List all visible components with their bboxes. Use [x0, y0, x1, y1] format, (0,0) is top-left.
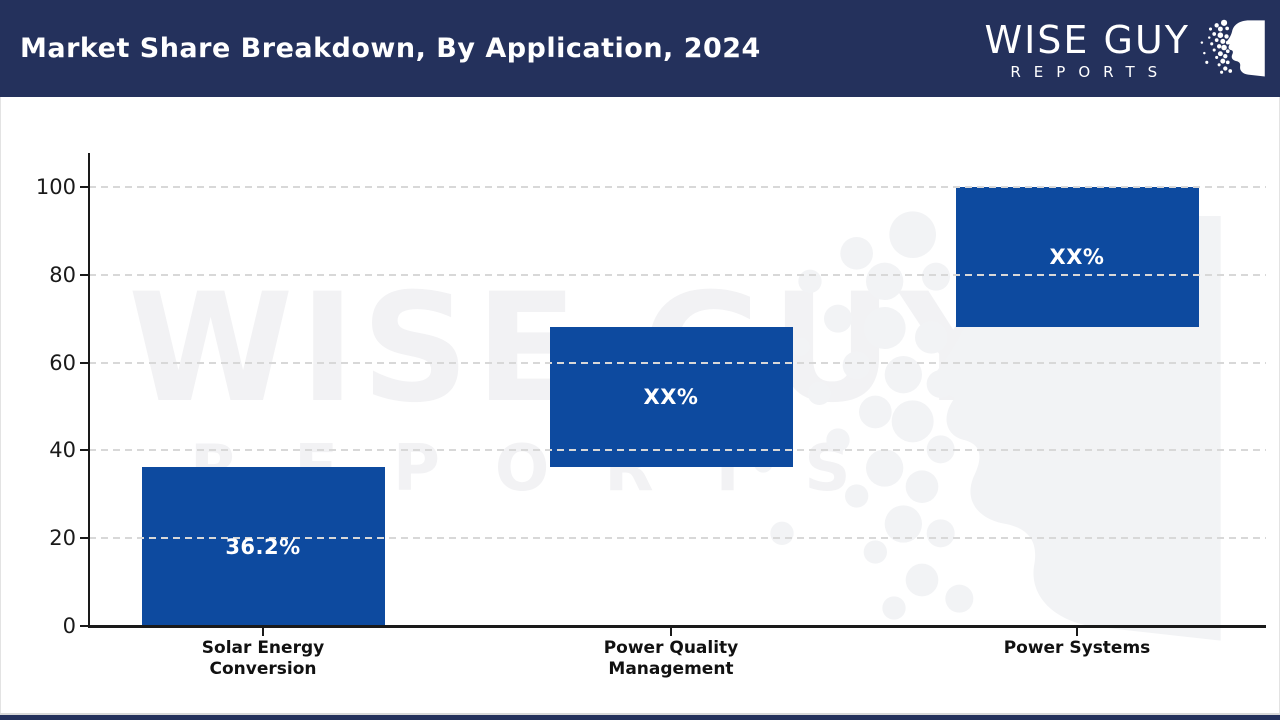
category-label-line: Management — [608, 659, 734, 679]
header-bar: Market Share Breakdown, By Application, … — [0, 0, 1280, 97]
gridline-20 — [89, 537, 1266, 540]
footer-bar — [0, 715, 1280, 720]
logo-text: WISE GUY REPORTS — [985, 20, 1190, 81]
category-label-line: Conversion — [209, 659, 317, 679]
bar-value-label-2: XX% — [643, 384, 699, 409]
y-axis-line — [88, 153, 90, 627]
chart-title: Market Share Breakdown, By Application, … — [20, 33, 761, 64]
category-label-2: Power Quality Management — [511, 638, 831, 680]
y-tick-mark-40 — [80, 449, 89, 452]
category-label-line: Power Quality — [603, 638, 739, 658]
logo-face-icon — [1200, 19, 1265, 77]
y-tick-mark-80 — [80, 273, 89, 276]
category-label-line: Power Systems — [1003, 638, 1151, 658]
bar-value-label-3: XX% — [1049, 244, 1105, 269]
x-tick-mark-3 — [1076, 628, 1078, 636]
y-tick-label-80: 80 — [49, 262, 76, 287]
y-tick-label-20: 20 — [49, 526, 76, 551]
category-label-1: Solar Energy Conversion — [103, 638, 423, 680]
gridline-60 — [89, 361, 1266, 364]
category-label-line: Solar Energy — [201, 638, 325, 658]
bar-segment-1 — [141, 467, 385, 626]
x-tick-mark-1 — [262, 628, 264, 636]
gridline-40 — [89, 449, 1266, 452]
y-tick-mark-60 — [80, 361, 89, 364]
bar-segment-2 — [549, 326, 793, 468]
y-tick-label-100: 100 — [35, 175, 76, 199]
y-tick-mark-20 — [80, 537, 89, 540]
y-tick-label-60: 60 — [49, 350, 76, 375]
y-tick-label-40: 40 — [49, 438, 76, 463]
x-axis-line — [88, 625, 1266, 628]
x-tick-mark-2 — [670, 628, 672, 636]
plot-area: 0 20 40 60 80 100 36.2% Solar Energy Conversion X… — [0, 97, 1280, 715]
logo-reports-label: REPORTS — [1010, 62, 1171, 81]
wise-guy-reports-logo: WISE GUY REPORTS — [985, 8, 1266, 92]
category-label-3: Power Systems — [917, 638, 1237, 659]
left-edge-line — [0, 97, 1, 715]
bar-value-label-1: 36.2% — [225, 534, 301, 559]
gridline-100 — [89, 186, 1266, 188]
footer-hairline — [0, 713, 1280, 715]
y-tick-label-0: 0 — [62, 614, 76, 638]
y-tick-mark-0 — [80, 625, 89, 627]
gridline-80 — [89, 273, 1266, 276]
bar-segment-3 — [955, 187, 1199, 327]
logo-wise-guy-label: WISE GUY — [984, 17, 1190, 62]
y-tick-mark-100 — [80, 186, 89, 188]
